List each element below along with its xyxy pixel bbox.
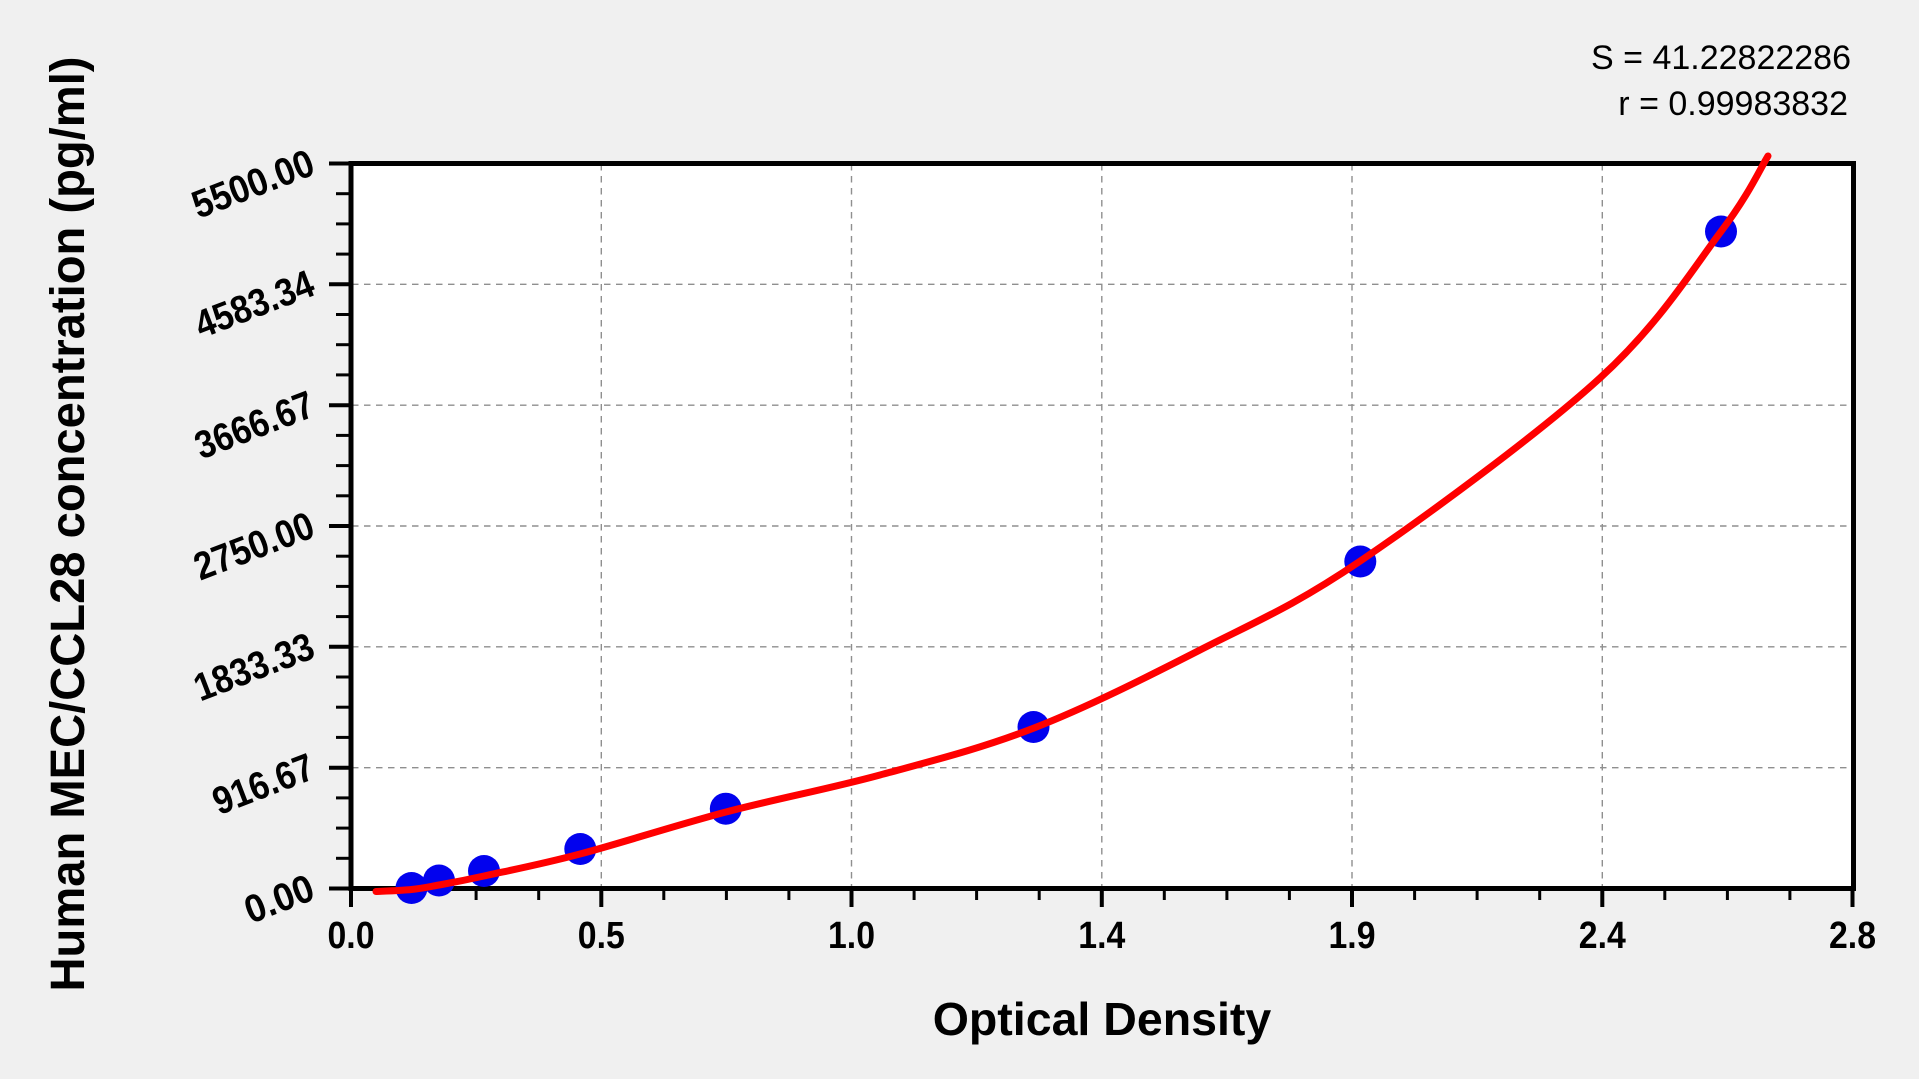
svg-text:Human MEC/CCL28 concentration: Human MEC/CCL28 concentration (pg/ml) bbox=[42, 57, 95, 992]
svg-text:1.9: 1.9 bbox=[1329, 915, 1376, 957]
svg-text:S = 41.22822286: S = 41.22822286 bbox=[1591, 39, 1851, 77]
svg-text:1.4: 1.4 bbox=[1078, 915, 1125, 957]
svg-text:Optical Density: Optical Density bbox=[933, 993, 1272, 1045]
svg-text:1.0: 1.0 bbox=[828, 915, 875, 957]
svg-text:2.8: 2.8 bbox=[1829, 915, 1876, 957]
svg-text:2.4: 2.4 bbox=[1579, 915, 1626, 957]
svg-text:0.0: 0.0 bbox=[328, 915, 375, 957]
svg-text:r = 0.99983832: r = 0.99983832 bbox=[1618, 85, 1848, 123]
svg-text:0.5: 0.5 bbox=[578, 915, 625, 957]
